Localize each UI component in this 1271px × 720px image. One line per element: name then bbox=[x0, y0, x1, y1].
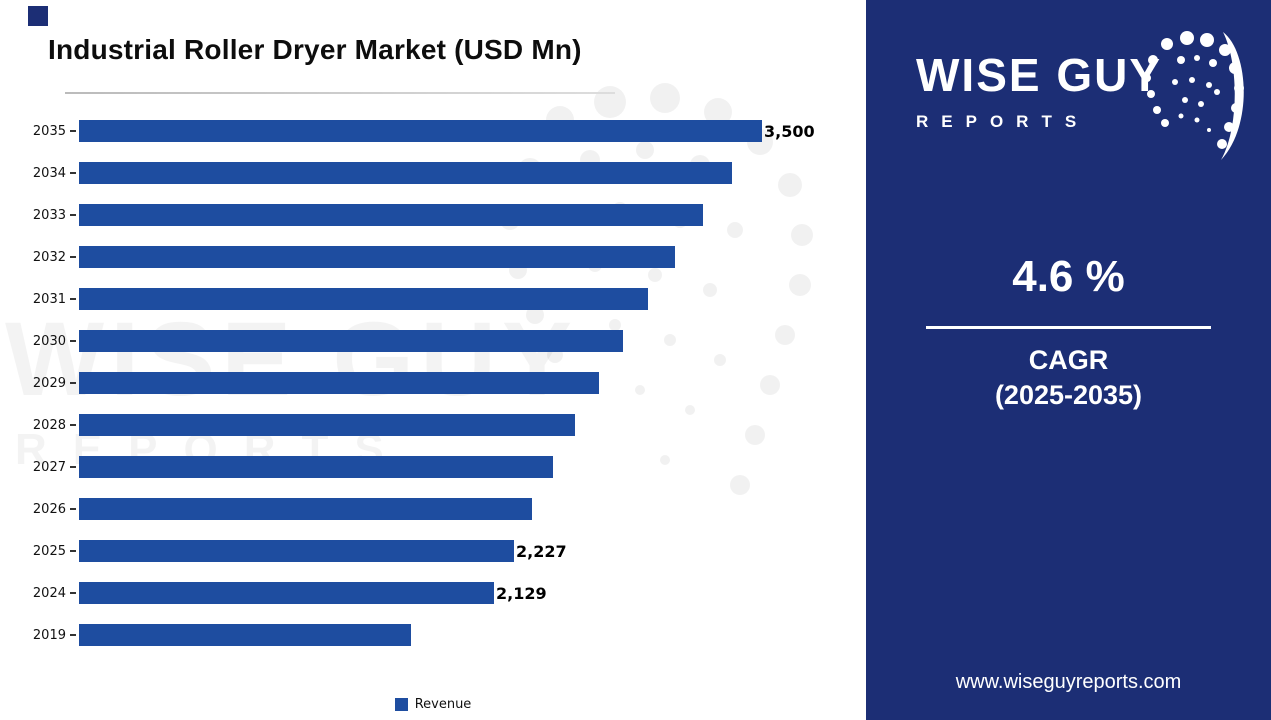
bar-value-label-2024: 2,129 bbox=[496, 583, 547, 603]
axis-tick bbox=[70, 382, 76, 384]
brand-head-icon bbox=[1143, 31, 1244, 160]
bar-2027 bbox=[79, 456, 553, 478]
bar-2032 bbox=[79, 246, 675, 268]
y-axis-tick-label: 2033 bbox=[32, 207, 66, 223]
corner-accent-square bbox=[28, 6, 48, 26]
website-url: www.wiseguyreports.com bbox=[955, 671, 1182, 693]
chart-row-2026: 2026 bbox=[8, 488, 815, 530]
bar-2034 bbox=[79, 162, 732, 184]
axis-tick bbox=[70, 256, 76, 258]
axis-tick bbox=[70, 172, 76, 174]
y-axis-tick-label: 2025 bbox=[32, 543, 66, 559]
chart-row-2025: 2025 2,227 bbox=[8, 530, 815, 572]
axis-tick bbox=[70, 340, 76, 342]
bar-chart: 2035 3,500 2034 2033 2032 2031 2030 2029 2028 202… bbox=[8, 110, 815, 656]
cagr-label: CAGR bbox=[1028, 345, 1109, 375]
chart-row-2030: 2030 bbox=[8, 320, 815, 362]
cagr-divider bbox=[926, 326, 1211, 329]
brand-subname: REPORTS bbox=[916, 112, 1090, 131]
chart-panel: WISE GUY REPORTS Industrial Roller Dryer… bbox=[0, 6, 866, 712]
axis-tick bbox=[70, 424, 76, 426]
bar-2025 bbox=[79, 540, 514, 562]
y-axis-tick-label: 2032 bbox=[32, 249, 66, 265]
legend-label: Revenue bbox=[414, 697, 472, 712]
axis-tick bbox=[70, 130, 76, 132]
chart-title: Industrial Roller Dryer Market (USD Mn) bbox=[48, 34, 582, 65]
y-axis-tick-label: 2030 bbox=[32, 333, 66, 349]
axis-tick bbox=[70, 592, 76, 594]
legend-swatch bbox=[394, 698, 408, 711]
y-axis-tick-label: 2024 bbox=[32, 585, 66, 601]
chart-row-2032: 2032 bbox=[8, 236, 815, 278]
bar-value-label-2035: 3,500 bbox=[764, 121, 815, 141]
cagr-value: 4.6 % bbox=[1012, 252, 1125, 301]
bar-2031 bbox=[79, 288, 648, 310]
chart-row-2027: 2027 bbox=[8, 446, 815, 488]
bar-2026 bbox=[79, 498, 532, 520]
title-divider bbox=[65, 92, 615, 94]
axis-tick bbox=[70, 508, 76, 510]
chart-legend: Revenue bbox=[0, 697, 866, 712]
bar-2033 bbox=[79, 204, 703, 226]
chart-row-2029: 2029 bbox=[8, 362, 815, 404]
axis-tick bbox=[70, 550, 76, 552]
bar-value-label-2025: 2,227 bbox=[516, 541, 567, 561]
chart-row-2028: 2028 bbox=[8, 404, 815, 446]
cagr-period: (2025-2035) bbox=[994, 380, 1143, 410]
axis-tick bbox=[70, 466, 76, 468]
axis-tick bbox=[70, 214, 76, 216]
bar-2029 bbox=[79, 372, 599, 394]
chart-row-2031: 2031 bbox=[8, 278, 815, 320]
y-axis-tick-label: 2026 bbox=[32, 501, 66, 517]
y-axis-tick-label: 2034 bbox=[32, 165, 66, 181]
brand-logo: WISE GUY REPORTS bbox=[866, 0, 1271, 180]
bar-2035 bbox=[79, 120, 762, 142]
y-axis-tick-label: 2029 bbox=[32, 375, 66, 391]
brand-logo-text: WISE GUY REPORTS bbox=[916, 48, 1162, 132]
y-axis-tick-label: 2027 bbox=[32, 459, 66, 475]
chart-row-2033: 2033 bbox=[8, 194, 815, 236]
bar-2019 bbox=[79, 624, 411, 646]
bar-2024 bbox=[79, 582, 494, 604]
chart-row-2024: 2024 2,129 bbox=[8, 572, 815, 614]
axis-tick bbox=[70, 298, 76, 300]
y-axis-tick-label: 2028 bbox=[32, 417, 66, 433]
sidebar: WISE GUY REPORTS 4.6 % C bbox=[866, 0, 1271, 720]
chart-row-2019: 2019 bbox=[8, 614, 815, 656]
y-axis-tick-label: 2035 bbox=[32, 123, 66, 139]
brand-name: WISE GUY bbox=[916, 49, 1163, 101]
bar-2028 bbox=[79, 414, 575, 436]
chart-row-2035: 2035 3,500 bbox=[8, 110, 815, 152]
y-axis-tick-label: 2031 bbox=[32, 291, 66, 307]
axis-tick bbox=[70, 634, 76, 636]
y-axis-tick-label: 2019 bbox=[32, 627, 66, 643]
bar-2030 bbox=[79, 330, 623, 352]
chart-row-2034: 2034 bbox=[8, 152, 815, 194]
